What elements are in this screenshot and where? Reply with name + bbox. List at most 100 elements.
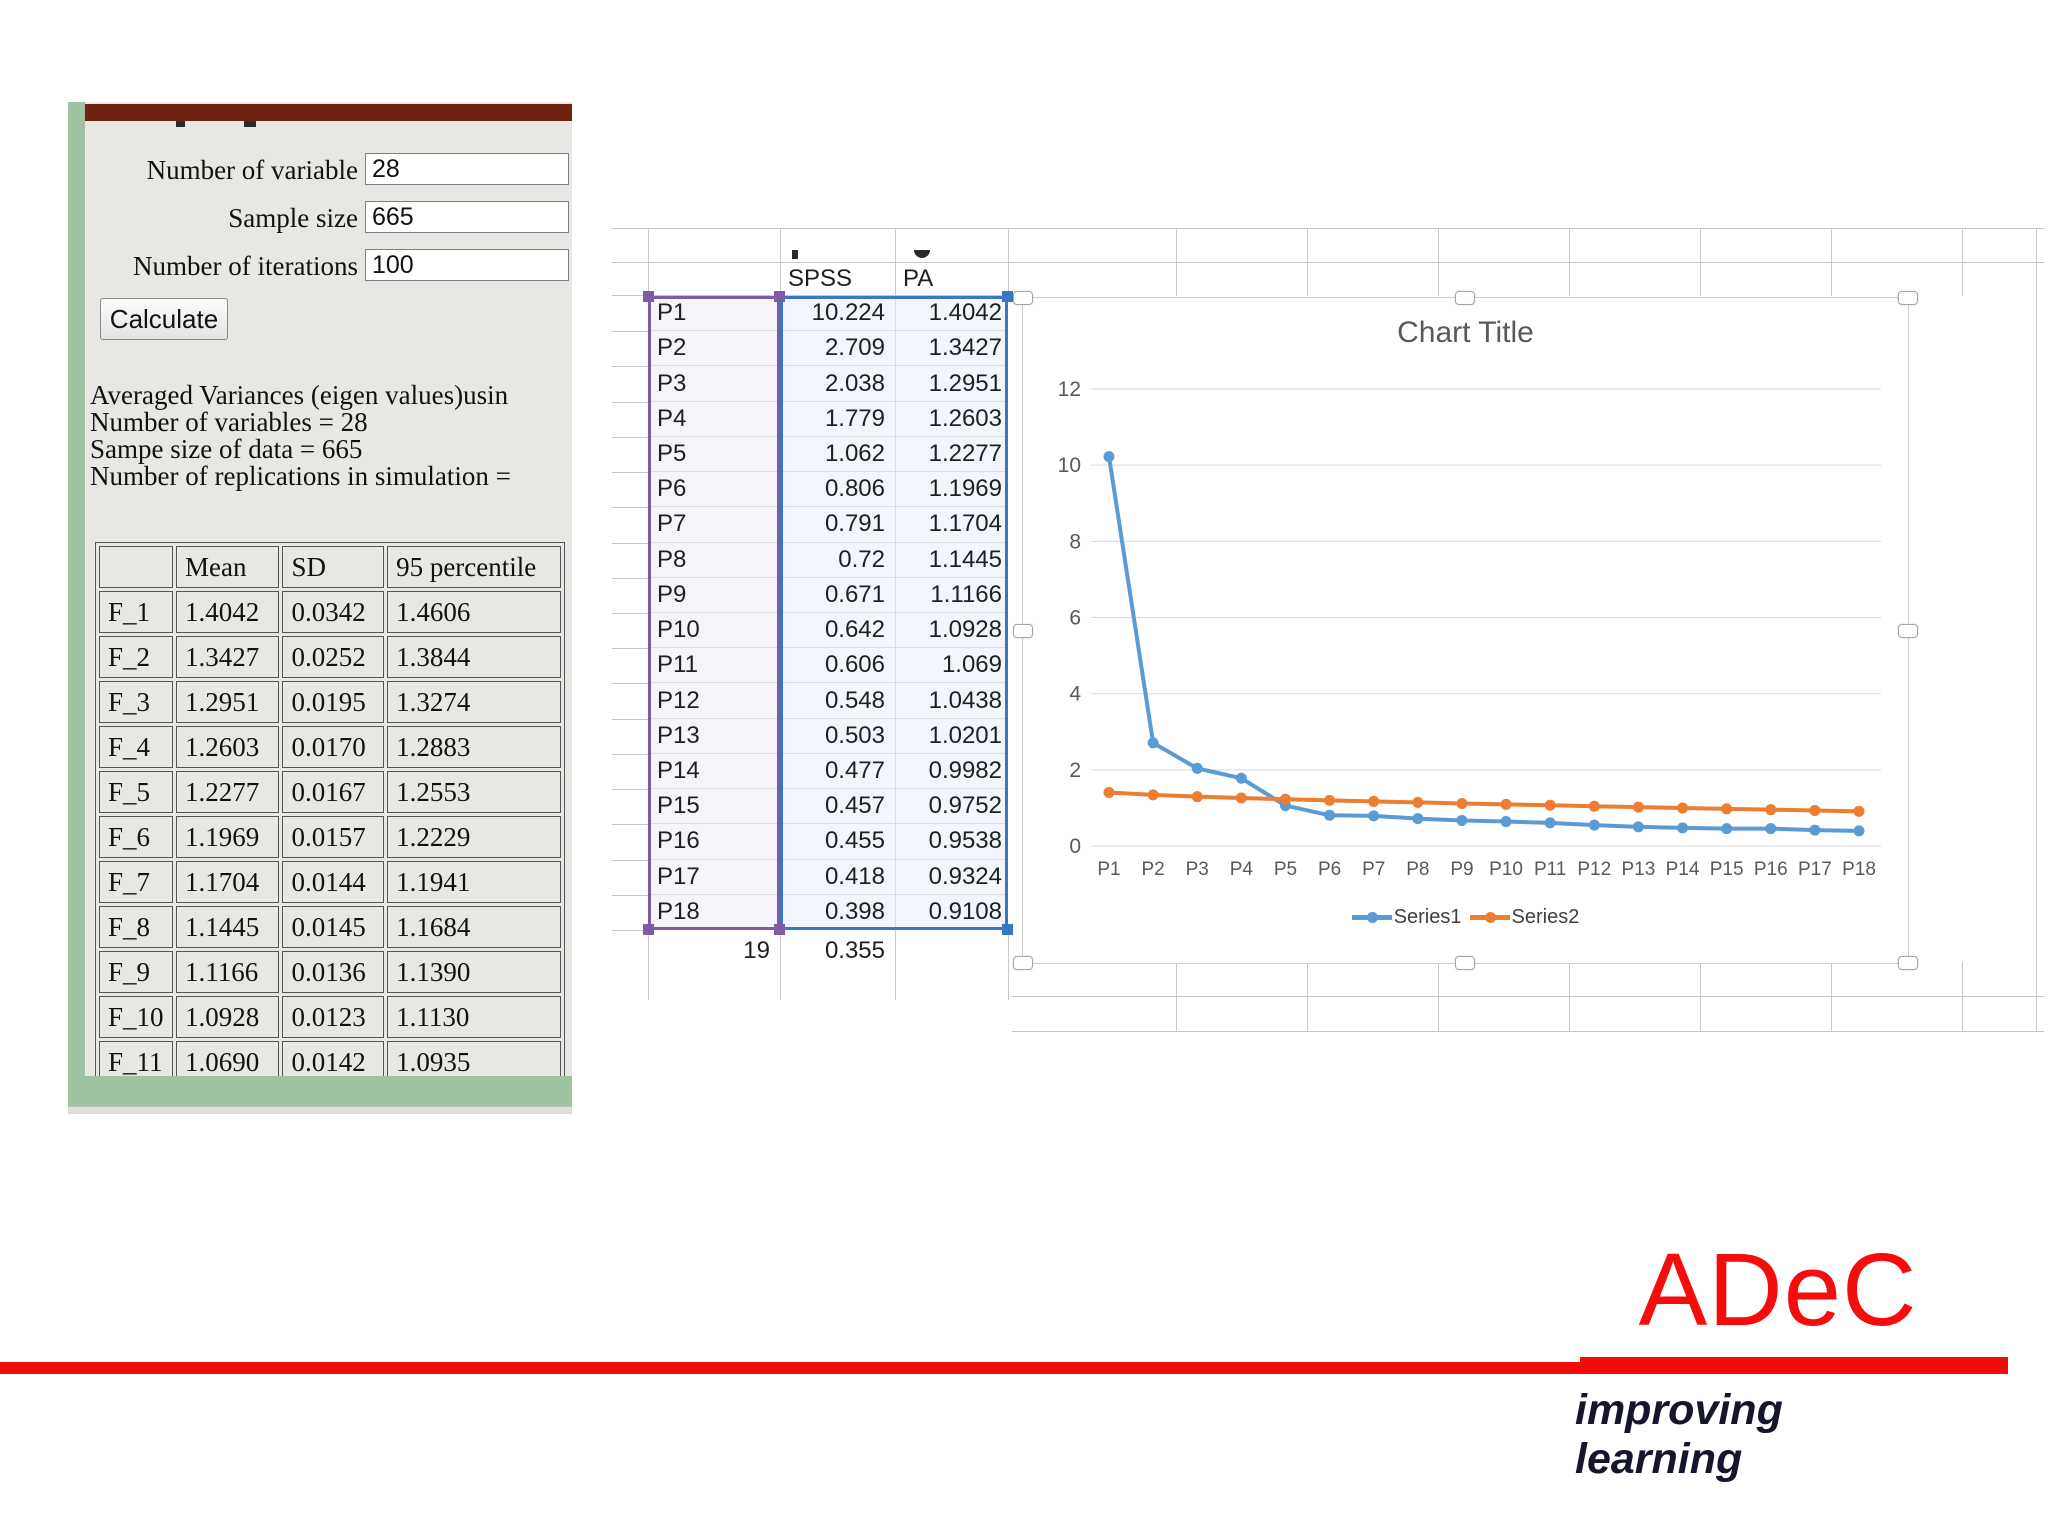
series1-marker[interactable] — [1544, 817, 1556, 829]
worksheet-cell[interactable]: 0.455 — [780, 824, 895, 860]
number-of-iterations-input[interactable] — [365, 249, 569, 281]
column-header-pa[interactable]: PA — [903, 265, 934, 292]
worksheet-cell[interactable]: 1.1166 — [895, 577, 1008, 613]
chart-resize-handle[interactable] — [1898, 291, 1918, 305]
worksheet-cell[interactable]: 0.791 — [780, 507, 895, 543]
worksheet-cell[interactable]: 0.9752 — [895, 789, 1008, 825]
legend-item-series2[interactable]: Series2 — [1469, 906, 1579, 929]
worksheet-cell[interactable]: 0.9108 — [895, 894, 1008, 930]
worksheet-cell[interactable]: 1.2277 — [895, 436, 1008, 473]
worksheet-cell[interactable]: 0.548 — [780, 683, 895, 719]
worksheet-cell[interactable]: 0.477 — [780, 753, 895, 790]
worksheet-cell[interactable]: 1.1445 — [895, 542, 1008, 578]
selection-handle[interactable] — [774, 924, 785, 935]
worksheet-cell[interactable]: P1 — [648, 296, 780, 332]
worksheet-cell[interactable]: P6 — [648, 472, 780, 508]
worksheet-cell[interactable]: 2.709 — [780, 331, 895, 367]
worksheet-cell[interactable]: 0.9324 — [895, 859, 1008, 895]
series2-marker[interactable] — [1632, 801, 1644, 813]
series2-marker[interactable] — [1588, 800, 1600, 812]
worksheet-cell[interactable]: P11 — [648, 648, 780, 684]
series2-marker[interactable] — [1191, 791, 1203, 803]
worksheet-cell[interactable]: 1.1969 — [895, 472, 1008, 508]
worksheet-cell[interactable]: 1.779 — [780, 401, 895, 437]
series2-marker[interactable] — [1147, 789, 1159, 801]
series1-marker[interactable] — [1765, 823, 1777, 835]
worksheet-cell[interactable]: P8 — [648, 542, 780, 578]
chart-resize-handle[interactable] — [1455, 291, 1475, 305]
selection-handle[interactable] — [1002, 924, 1013, 935]
series1-marker[interactable] — [1500, 816, 1512, 828]
chart-resize-handle[interactable] — [1898, 624, 1918, 638]
selection-handle[interactable] — [643, 291, 654, 302]
calculate-button[interactable]: Calculate — [100, 298, 228, 340]
series2-marker[interactable] — [1677, 802, 1689, 814]
worksheet-cell[interactable]: 0.457 — [780, 789, 895, 825]
chart-resize-handle[interactable] — [1898, 956, 1918, 970]
sample-size-input[interactable] — [365, 201, 569, 233]
worksheet-cell[interactable]: 1.0201 — [895, 718, 1008, 754]
worksheet-cell[interactable]: 0.642 — [780, 613, 895, 649]
worksheet-cell[interactable]: 1.4042 — [895, 296, 1008, 332]
series2-marker[interactable] — [1765, 804, 1777, 816]
series1-marker[interactable] — [1721, 823, 1733, 835]
selection-handle[interactable] — [643, 924, 654, 935]
worksheet-cell[interactable]: P4 — [648, 401, 780, 437]
series2-marker[interactable] — [1324, 794, 1336, 806]
worksheet-cell[interactable]: 1.3427 — [895, 331, 1008, 367]
worksheet-cell[interactable]: P18 — [648, 894, 780, 930]
chart-resize-handle[interactable] — [1013, 624, 1033, 638]
series1-marker[interactable] — [1368, 810, 1380, 822]
series1-marker[interactable] — [1677, 822, 1689, 834]
worksheet-cell[interactable]: 1.0438 — [895, 683, 1008, 719]
series2-marker[interactable] — [1368, 795, 1380, 807]
legend-item-series1[interactable]: Series1 — [1351, 906, 1462, 929]
worksheet-cell[interactable]: 1.1704 — [895, 507, 1008, 543]
worksheet-cell[interactable]: 1.2951 — [895, 366, 1008, 402]
series2-marker[interactable] — [1235, 792, 1247, 804]
worksheet-cell[interactable]: 0.503 — [780, 718, 895, 754]
worksheet-cell[interactable]: 0.671 — [780, 577, 895, 613]
chart-resize-handle[interactable] — [1013, 291, 1033, 305]
series1-marker[interactable] — [1103, 451, 1115, 463]
series1-marker[interactable] — [1853, 825, 1865, 837]
column-header-spss[interactable]: SPSS — [788, 265, 853, 292]
worksheet-cell[interactable]: P5 — [648, 436, 780, 473]
worksheet-cell[interactable]: P9 — [648, 577, 780, 613]
cell-row19-label[interactable]: 19 — [743, 937, 770, 964]
worksheet-cell[interactable]: 0.418 — [780, 859, 895, 895]
series1-marker[interactable] — [1412, 813, 1424, 825]
worksheet-cell[interactable]: 0.9982 — [895, 753, 1008, 790]
series1-marker[interactable] — [1324, 809, 1336, 821]
worksheet-cell[interactable]: P14 — [648, 753, 780, 790]
excel-chart[interactable]: Chart Title 0 2 4 6 8 10 12 P1 P2 P3 P4 P5 P6 P7 P8 P9 P… — [1022, 297, 1909, 964]
worksheet-cell[interactable]: P15 — [648, 789, 780, 825]
series1-marker[interactable] — [1147, 737, 1159, 749]
series2-marker[interactable] — [1103, 787, 1115, 799]
worksheet-cell[interactable]: 0.398 — [780, 894, 895, 930]
series2-line[interactable] — [1108, 790, 1860, 814]
worksheet-cell[interactable]: P13 — [648, 718, 780, 754]
worksheet-cell[interactable]: P2 — [648, 331, 780, 367]
series2-marker[interactable] — [1456, 797, 1468, 809]
series2-marker[interactable] — [1279, 793, 1291, 805]
worksheet-cell[interactable]: 0.806 — [780, 472, 895, 508]
chart-resize-handle[interactable] — [1013, 956, 1033, 970]
series2-marker[interactable] — [1853, 805, 1865, 817]
series1-marker[interactable] — [1588, 819, 1600, 831]
worksheet-cell[interactable]: 1.069 — [895, 648, 1008, 684]
worksheet-cell[interactable]: P3 — [648, 366, 780, 402]
series2-marker[interactable] — [1500, 798, 1512, 810]
series1-marker[interactable] — [1456, 814, 1468, 826]
number-of-variable-input[interactable] — [365, 153, 569, 185]
series2-marker[interactable] — [1809, 804, 1821, 816]
series2-marker[interactable] — [1412, 796, 1424, 808]
selection-handle[interactable] — [1002, 291, 1013, 302]
series2-marker[interactable] — [1544, 799, 1556, 811]
chart-title[interactable]: Chart Title — [1397, 316, 1534, 349]
worksheet-cell[interactable]: 1.0928 — [895, 613, 1008, 649]
series1-marker[interactable] — [1632, 821, 1644, 833]
series1-marker[interactable] — [1191, 762, 1203, 774]
worksheet-cell[interactable]: 0.72 — [780, 542, 895, 578]
series1-marker[interactable] — [1809, 824, 1821, 836]
